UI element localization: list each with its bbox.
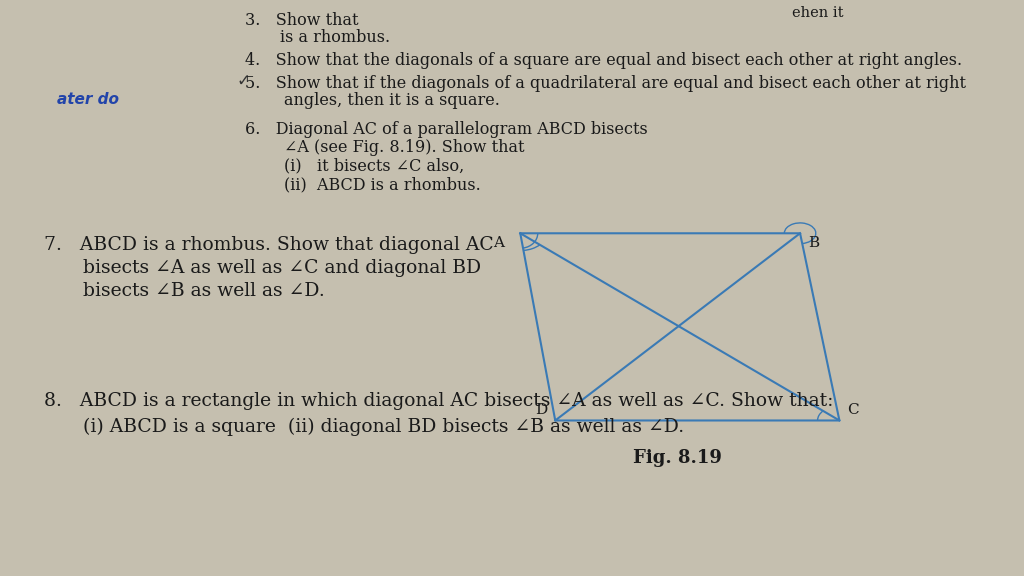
Text: A: A [494,236,505,251]
Text: D: D [536,403,548,418]
Text: Fig. 8.19: Fig. 8.19 [633,449,722,467]
Text: 4.   Show that the diagonals of a square are equal and bisect each other at righ: 4. Show that the diagonals of a square a… [245,52,962,69]
Text: bisects ∠B as well as ∠D.: bisects ∠B as well as ∠D. [83,282,325,300]
Text: is a rhombus.: is a rhombus. [280,29,390,46]
Text: 8.   ABCD is a rectangle in which diagonal AC bisects ∠A as well as ∠C. Show tha: 8. ABCD is a rectangle in which diagonal… [44,392,834,410]
Text: ehen it: ehen it [793,6,844,20]
Text: bisects ∠A as well as ∠C and diagonal BD: bisects ∠A as well as ∠C and diagonal BD [83,259,481,277]
Text: (i) ABCD is a square  (ii) diagonal BD bisects ∠B as well as ∠D.: (i) ABCD is a square (ii) diagonal BD bi… [83,418,684,436]
Text: 3.   Show that: 3. Show that [245,12,358,29]
Text: 7.   ABCD is a rhombus. Show that diagonal AC: 7. ABCD is a rhombus. Show that diagonal… [44,236,494,254]
Text: (ii)  ABCD is a rhombus.: (ii) ABCD is a rhombus. [285,176,481,194]
Text: ∠A (see Fig. 8.19). Show that: ∠A (see Fig. 8.19). Show that [285,139,524,157]
Text: ater do: ater do [57,92,119,107]
Text: 6.   Diagonal AC of a parallelogram ABCD bisects: 6. Diagonal AC of a parallelogram ABCD b… [245,121,647,138]
Text: ✓: ✓ [237,72,250,90]
Text: angles, then it is a square.: angles, then it is a square. [285,92,500,109]
Text: 5.   Show that if the diagonals of a quadrilateral are equal and bisect each oth: 5. Show that if the diagonals of a quadr… [245,75,966,92]
Text: C: C [847,403,859,418]
Text: B: B [808,236,819,251]
Text: (i)   it bisects ∠C also,: (i) it bisects ∠C also, [285,158,465,175]
